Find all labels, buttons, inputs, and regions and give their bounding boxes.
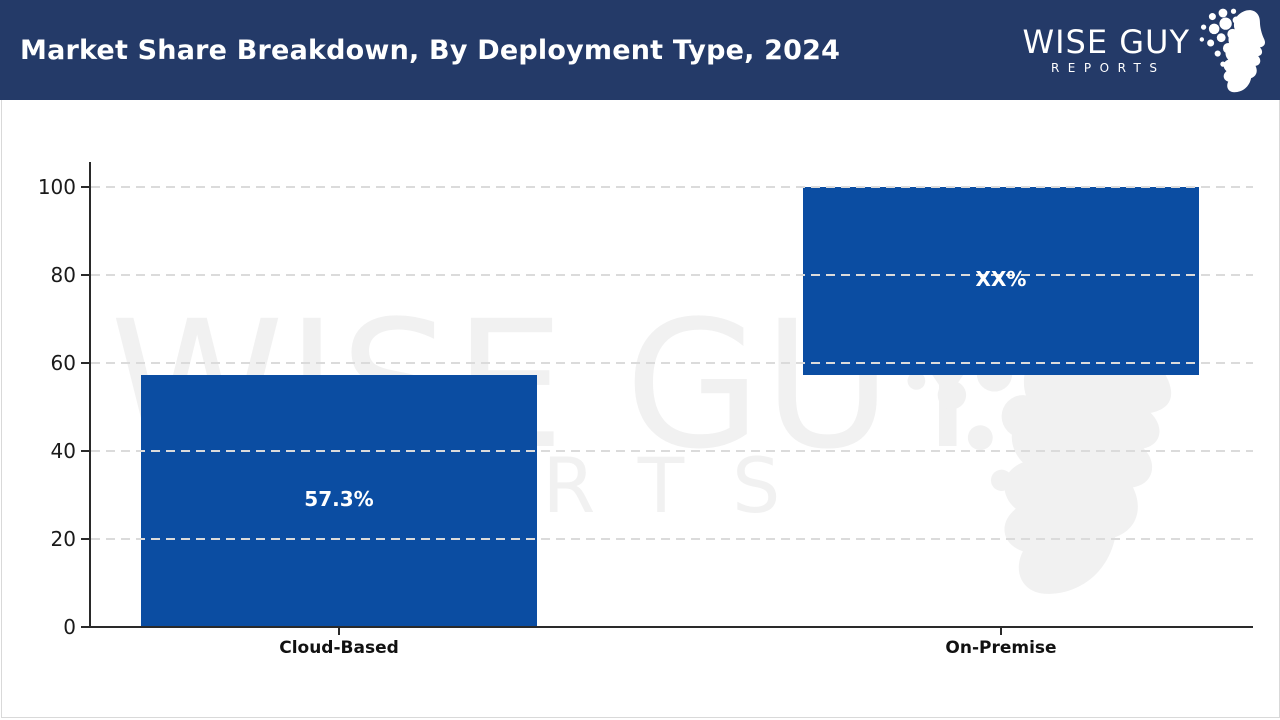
brand-subtitle: REPORTS — [1050, 61, 1166, 75]
brand-text: WISE GUY REPORTS — [1022, 25, 1190, 75]
bar-cloud-based — [141, 374, 537, 627]
gridline — [91, 538, 1253, 540]
y-tick-label: 80 — [50, 263, 76, 287]
x-tick-label-cloud-based: Cloud-Based — [279, 638, 399, 658]
x-axis-line — [89, 626, 1253, 628]
bar-value-label: 57.3% — [304, 486, 374, 511]
y-tick-label: 40 — [50, 439, 76, 463]
bar-on-premise — [803, 187, 1199, 375]
brand-logo: WISE GUY REPORTS — [1022, 6, 1266, 94]
y-tick-mark — [81, 450, 90, 452]
gridline — [91, 362, 1253, 364]
y-tick-mark — [81, 538, 90, 540]
x-tick-label-on-premise: On-Premise — [945, 638, 1057, 658]
page-title: Market Share Breakdown, By Deployment Ty… — [20, 34, 841, 66]
y-tick-mark — [81, 186, 90, 188]
gridline — [91, 274, 1253, 276]
header: Market Share Breakdown, By Deployment Ty… — [0, 0, 1280, 100]
gridline — [91, 186, 1253, 188]
brand-name: WISE GUY — [1022, 23, 1190, 61]
y-tick-label: 20 — [50, 527, 76, 551]
y-tick-label: 100 — [37, 175, 76, 199]
dotted-face-profile-icon — [1199, 8, 1265, 93]
y-tick-label: 0 — [63, 615, 76, 639]
y-tick-mark — [81, 626, 90, 628]
gridline — [91, 450, 1253, 452]
bar-value-label: XX% — [975, 266, 1027, 291]
x-tick-mark — [338, 628, 340, 635]
y-axis-line — [89, 162, 91, 628]
x-tick-mark — [1000, 628, 1002, 635]
y-tick-mark — [81, 362, 90, 364]
y-tick-label: 60 — [50, 351, 76, 375]
y-tick-mark — [81, 274, 90, 276]
